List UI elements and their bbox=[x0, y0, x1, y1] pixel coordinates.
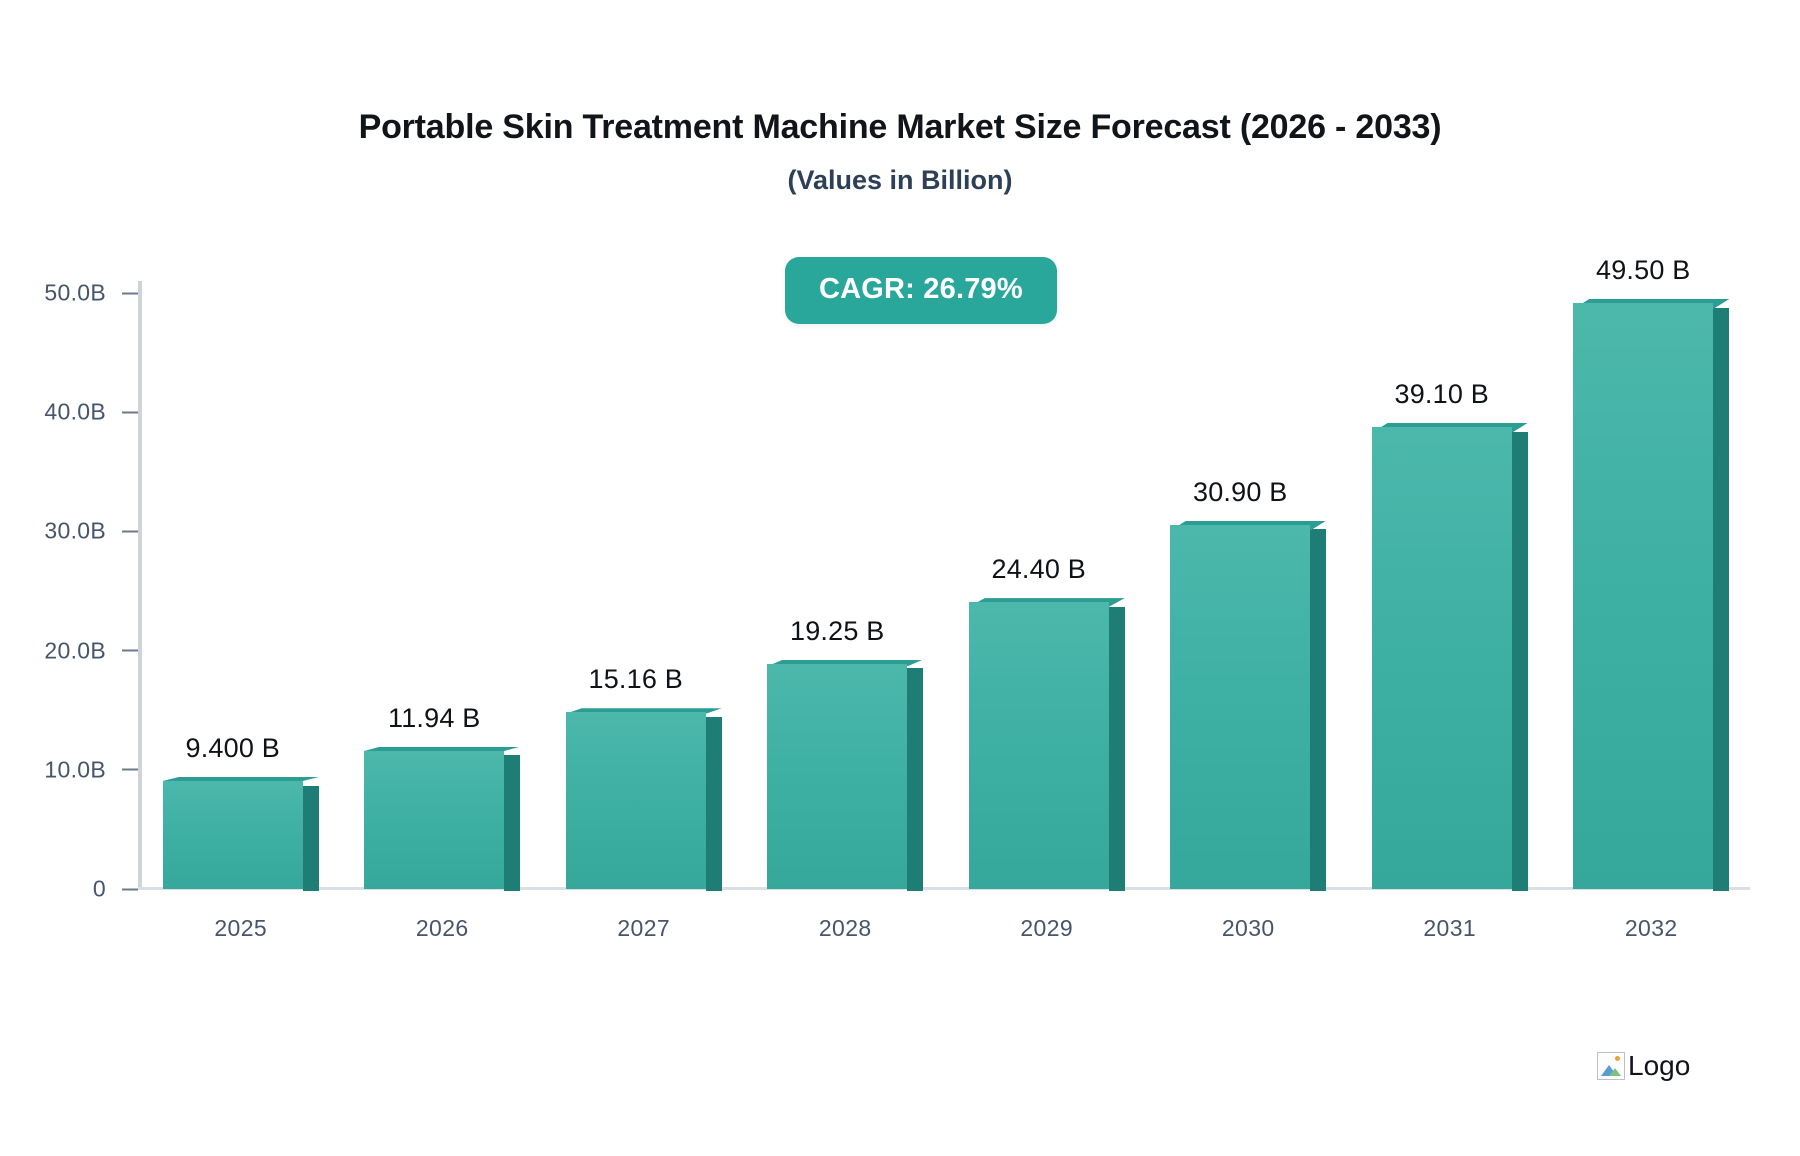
bar-side-face bbox=[705, 717, 722, 891]
x-axis-category-label: 2027 bbox=[617, 915, 671, 941]
x-axis-category-label: 2026 bbox=[415, 915, 469, 941]
y-axis-tick-label: 50.0B bbox=[44, 279, 106, 306]
bar-value-label: 15.16 B bbox=[588, 664, 683, 695]
x-axis-category-label: 2030 bbox=[1221, 915, 1275, 941]
y-axis-line bbox=[138, 281, 142, 889]
bar-series: 9.400 B 2025 11.94 B 2026 15.16 B 2027 19.25 B… bbox=[138, 0, 1750, 1156]
y-axis-tick-label: 10.0B bbox=[44, 756, 106, 783]
y-axis-tick: 50.0B bbox=[44, 280, 138, 307]
y-axis-tick: 40.0B bbox=[44, 399, 138, 426]
y-axis-tick: 0 bbox=[93, 876, 138, 903]
bar-side-face bbox=[1108, 606, 1125, 891]
x-axis-category-label: 2025 bbox=[214, 915, 268, 941]
y-axis-tick: 20.0B bbox=[44, 637, 138, 664]
broken-image-icon bbox=[1597, 1052, 1625, 1080]
bar-front-face bbox=[162, 780, 303, 889]
y-axis-tick: 30.0B bbox=[44, 518, 138, 545]
y-axis-tick-label: 40.0B bbox=[44, 398, 106, 425]
bar-front-face bbox=[1170, 524, 1311, 889]
bar-value-label: 9.400 B bbox=[185, 732, 280, 763]
bar-value-label: 19.25 B bbox=[790, 615, 885, 646]
bar-item[interactable]: 15.16 B 2027 bbox=[138, 0, 1750, 1156]
bar-item[interactable]: 39.10 B 2031 bbox=[138, 0, 1750, 1156]
bar-side-face bbox=[302, 785, 319, 891]
bar-value-label: 49.50 B bbox=[1596, 254, 1691, 285]
bar-item[interactable]: 49.50 B 2032 bbox=[138, 0, 1750, 1156]
y-axis-tick-mark bbox=[122, 649, 138, 652]
chart-subtitle: (Values in Billion) bbox=[787, 165, 1013, 196]
bar-top-face bbox=[162, 776, 319, 781]
y-axis-tick-mark bbox=[122, 411, 138, 414]
bar-front-face bbox=[767, 663, 908, 889]
bar-front-face bbox=[364, 750, 505, 889]
bar-side-face bbox=[1713, 307, 1730, 891]
x-axis-category-label: 2031 bbox=[1423, 915, 1477, 941]
bar-front-face bbox=[968, 602, 1109, 889]
y-axis-tick-label: 0 bbox=[92, 875, 106, 902]
y-axis-tick-mark bbox=[122, 888, 138, 890]
bar-item[interactable]: 19.25 B 2028 bbox=[138, 0, 1750, 1156]
x-axis-category-label: 2029 bbox=[1020, 915, 1074, 941]
bar-value-label: 11.94 B bbox=[388, 702, 481, 733]
y-axis-tick-label: 30.0B bbox=[44, 517, 106, 544]
logo: Logo bbox=[1597, 1050, 1690, 1082]
bar-side-face bbox=[1511, 431, 1528, 891]
bar-front-face bbox=[1371, 426, 1512, 889]
y-axis-tick-mark bbox=[122, 530, 138, 533]
bar-front-face bbox=[565, 712, 706, 889]
y-axis-tick-mark bbox=[122, 768, 138, 771]
bar-value-label: 30.90 B bbox=[1193, 476, 1288, 507]
bar-front-face bbox=[1573, 302, 1714, 889]
bar-item[interactable]: 9.400 B 2025 bbox=[138, 0, 1750, 1156]
bar-top-face bbox=[364, 746, 521, 751]
y-axis-tick-label: 20.0B bbox=[44, 637, 106, 664]
x-axis-line bbox=[138, 887, 1750, 890]
y-axis-ticks: 0 10.0B 20.0B 30.0B 40.0B 50.0B bbox=[0, 0, 138, 1156]
bar-item[interactable]: 24.40 B 2029 bbox=[138, 0, 1750, 1156]
bar-top-face bbox=[767, 659, 924, 667]
bar-value-label: 39.10 B bbox=[1394, 378, 1489, 409]
bar-side-face bbox=[504, 755, 521, 891]
x-axis-category-label: 2032 bbox=[1624, 915, 1678, 941]
bar-item[interactable]: 30.90 B 2030 bbox=[138, 0, 1750, 1156]
x-axis-category-label: 2028 bbox=[818, 915, 872, 941]
chart-title: Portable Skin Treatment Machine Market S… bbox=[358, 108, 1442, 146]
y-axis-tick: 10.0B bbox=[44, 756, 138, 783]
bar-value-label: 24.40 B bbox=[991, 554, 1086, 585]
logo-alt-text: Logo bbox=[1628, 1050, 1691, 1081]
cagr-badge: CAGR: 26.79% bbox=[785, 257, 1057, 324]
bar-top-face bbox=[565, 708, 722, 714]
y-axis-tick-mark bbox=[122, 292, 138, 294]
chart-header: Portable Skin Treatment Machine Market S… bbox=[0, 108, 1800, 196]
bar-item[interactable]: 11.94 B 2026 bbox=[138, 0, 1750, 1156]
bar-side-face bbox=[907, 668, 924, 891]
bar-side-face bbox=[1310, 529, 1327, 891]
